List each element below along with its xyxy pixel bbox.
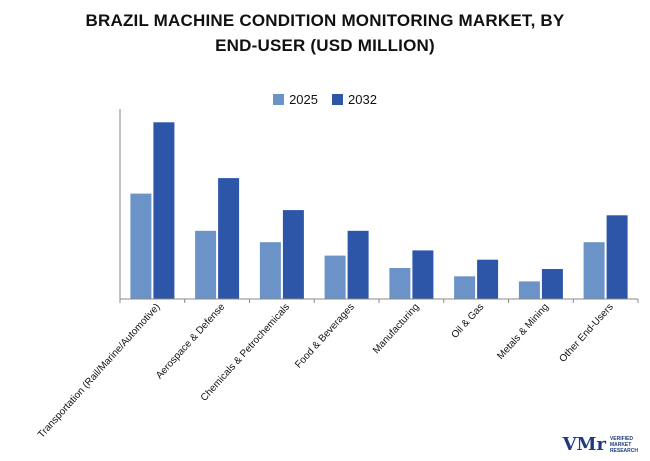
x-tick-label-6: Metals & Mining — [495, 302, 551, 362]
bar-2025-0 — [130, 193, 152, 299]
legend-item-2032: 2032 — [332, 92, 377, 107]
bar-2032-2 — [282, 210, 304, 299]
x-tick-label-7: Other End-Users — [557, 302, 615, 365]
bar-2032-1 — [218, 178, 240, 299]
legend-item-2025: 2025 — [273, 92, 318, 107]
bar-2025-4 — [389, 268, 411, 299]
x-tick-label-4: Manufacturing — [371, 302, 422, 356]
chart-legend: 2025 2032 — [0, 92, 650, 107]
logo-mark: VMr — [562, 434, 606, 455]
bar-2025-1 — [195, 230, 217, 299]
x-tick-label-3: Food & Beverages — [293, 302, 357, 371]
bar-2032-3 — [347, 230, 369, 299]
x-tick-label-0: Transportation (Rail/Marine/Automotive) — [36, 302, 163, 441]
bar-2032-5 — [477, 259, 499, 299]
verified-market-research-logo: VMr VERIFIED MARKET RESEARCH — [563, 434, 638, 455]
x-tick-label-5: Oil & Gas — [450, 302, 487, 341]
chart-title: BRAZIL MACHINE CONDITION MONITORING MARK… — [0, 8, 650, 58]
bar-2025-5 — [454, 276, 476, 299]
logo-text-line-1: VERIFIED — [609, 435, 633, 442]
bar-2032-4 — [412, 250, 434, 299]
legend-label-2032: 2032 — [348, 92, 377, 107]
x-tick-label-1: Aerospace & Defense — [154, 301, 228, 381]
bar-2025-7 — [583, 242, 605, 299]
chart-title-line-1: BRAZIL MACHINE CONDITION MONITORING MARK… — [85, 11, 565, 30]
legend-label-2025: 2025 — [289, 92, 318, 107]
bar-2025-6 — [518, 281, 540, 299]
logo-text-line-3: RESEARCH — [609, 447, 638, 454]
legend-swatch-2032 — [332, 94, 343, 105]
bar-2025-3 — [324, 255, 346, 299]
legend-swatch-2025 — [273, 94, 285, 105]
bar-2032-7 — [606, 215, 628, 299]
bar-2032-6 — [541, 269, 563, 299]
chart-title-line-2: END-USER (USD MILLION) — [215, 36, 435, 55]
logo-text-line-2: MARKET — [609, 441, 632, 448]
bar-2032-0 — [153, 122, 175, 299]
logo-text: VERIFIED MARKET RESEARCH — [610, 436, 638, 454]
bar-2025-2 — [259, 242, 281, 299]
